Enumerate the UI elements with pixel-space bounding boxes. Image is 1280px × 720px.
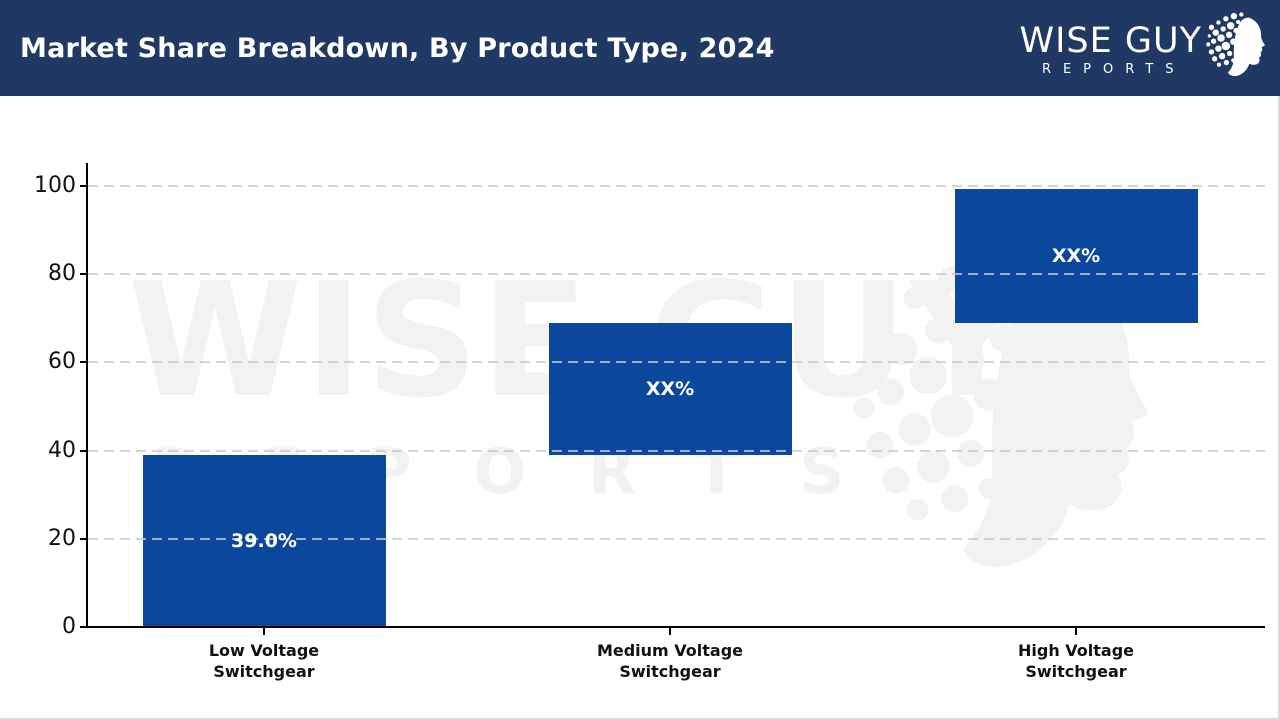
brand-logo-text: WISE GUY REPORTS bbox=[1019, 22, 1202, 77]
brand-subtitle: REPORTS bbox=[1041, 61, 1186, 77]
y-tick-mark bbox=[80, 185, 88, 187]
grid-line bbox=[88, 361, 1265, 364]
y-tick-label: 0 bbox=[62, 614, 76, 639]
bar-segment bbox=[142, 455, 386, 627]
y-tick-mark bbox=[80, 361, 88, 364]
grid-line bbox=[88, 537, 1265, 540]
y-axis bbox=[86, 163, 88, 628]
x-tick-mark bbox=[1075, 627, 1077, 635]
grid-line bbox=[88, 185, 1265, 187]
image-border-right bbox=[1278, 96, 1280, 720]
y-tick-mark bbox=[80, 273, 88, 276]
y-tick-mark bbox=[80, 537, 88, 540]
bar-value-label: 39.0% bbox=[231, 530, 297, 552]
brand-logo: WISE GUY REPORTS bbox=[1019, 6, 1268, 86]
grid-line bbox=[88, 449, 1265, 452]
x-tick-mark bbox=[669, 627, 671, 635]
bar-segment bbox=[954, 188, 1198, 324]
x-tick-mark bbox=[263, 627, 265, 635]
y-tick-mark bbox=[80, 626, 88, 628]
bar-value-label: XX% bbox=[1051, 244, 1101, 267]
x-axis-label: High Voltage Switchgear bbox=[1017, 641, 1135, 681]
x-axis-label: Low Voltage Switchgear bbox=[208, 641, 320, 681]
grid-line bbox=[88, 273, 1265, 276]
bar-value-label: XX% bbox=[645, 378, 695, 401]
y-tick-label: 100 bbox=[34, 173, 76, 198]
x-axis bbox=[86, 626, 1265, 628]
x-axis-label: Medium Voltage Switchgear bbox=[596, 641, 744, 681]
brand-face-icon bbox=[1204, 6, 1268, 86]
y-tick-mark bbox=[80, 449, 88, 452]
bar-segment bbox=[548, 323, 792, 455]
chart-title: Market Share Breakdown, By Product Type,… bbox=[20, 32, 775, 64]
y-tick-label: 80 bbox=[48, 261, 76, 287]
image-border-bottom bbox=[0, 718, 1280, 720]
header-bar: Market Share Breakdown, By Product Type,… bbox=[0, 0, 1280, 96]
brand-name: WISE GUY bbox=[1019, 20, 1202, 61]
y-tick-label: 60 bbox=[48, 349, 76, 375]
y-tick-label: 20 bbox=[48, 525, 76, 551]
y-tick-label: 40 bbox=[48, 437, 76, 463]
